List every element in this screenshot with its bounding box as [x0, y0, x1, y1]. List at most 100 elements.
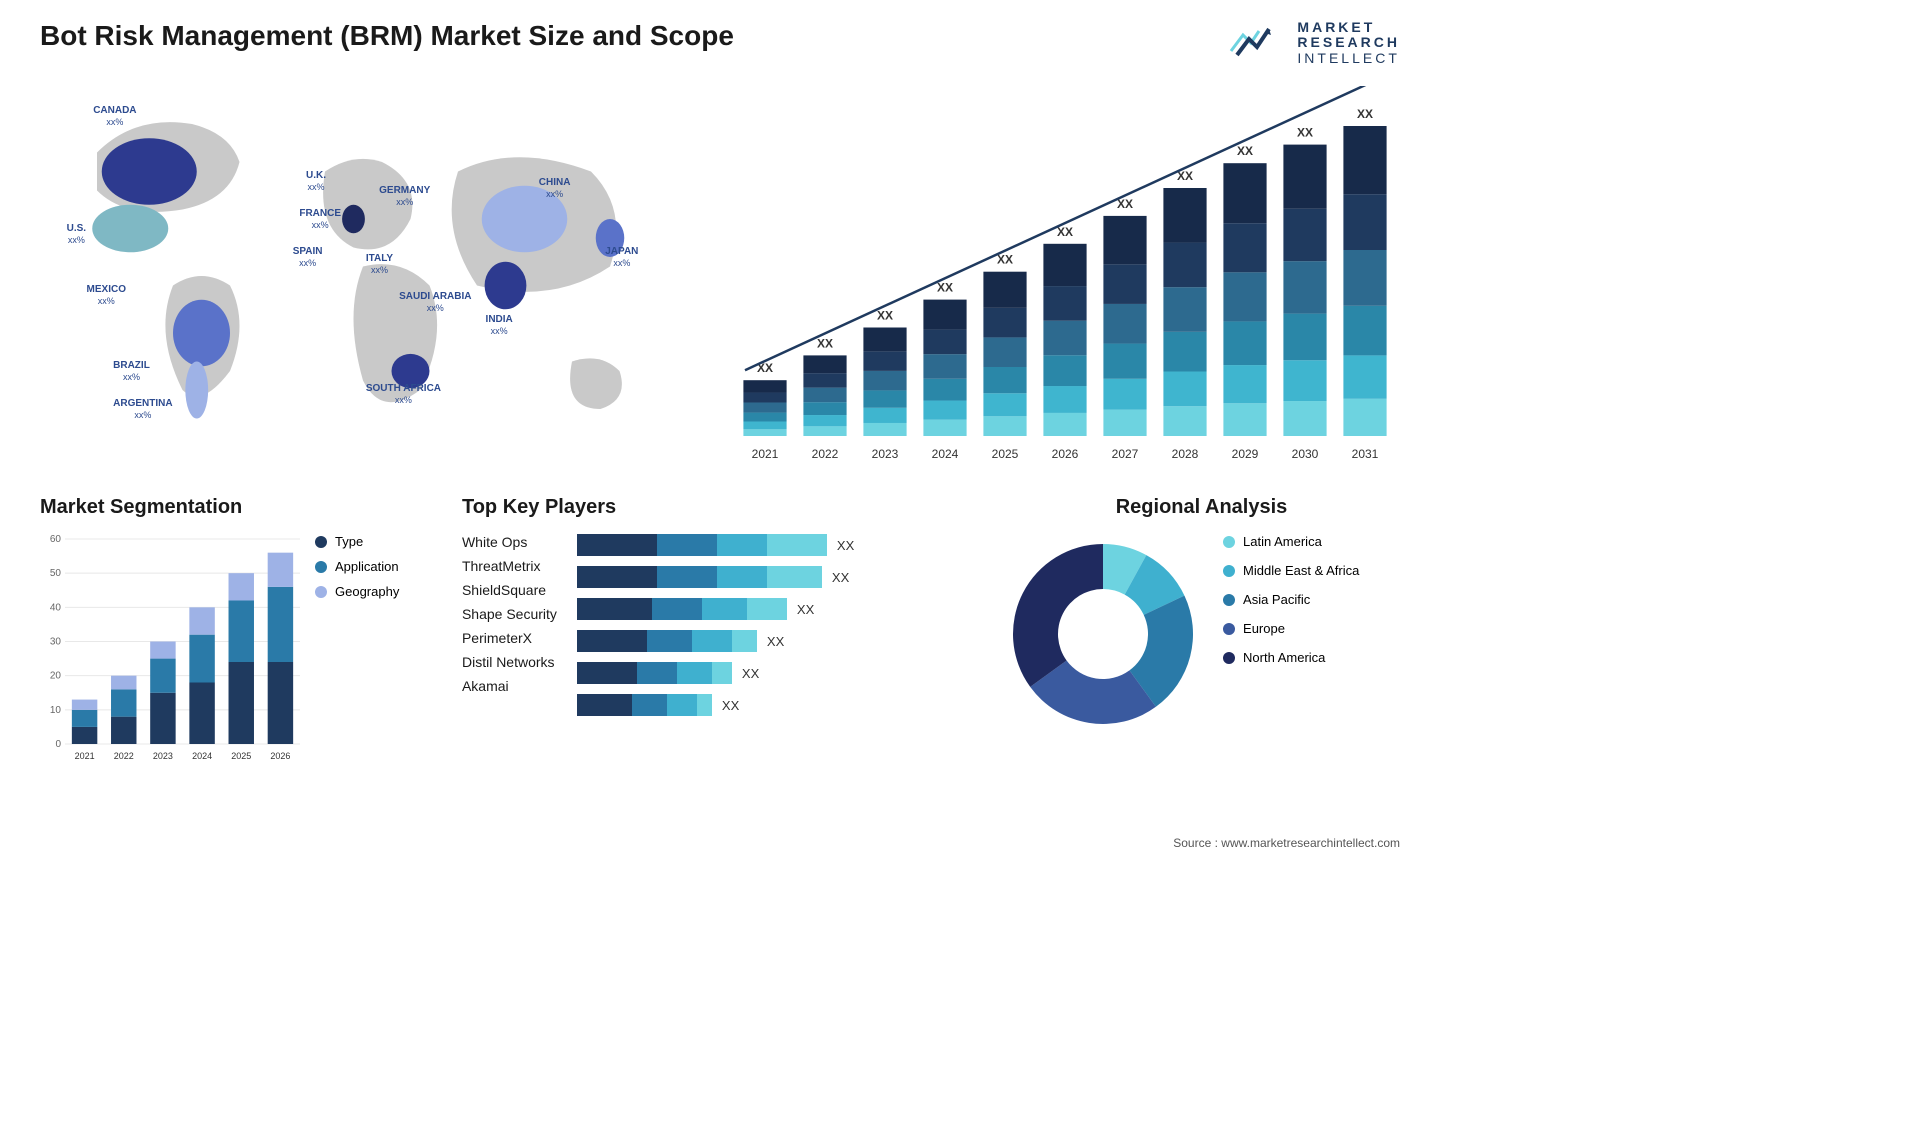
- segmentation-section: Market Segmentation 01020304050602021202…: [40, 496, 437, 764]
- growth-year-label: 2027: [1112, 447, 1139, 461]
- svg-text:40: 40: [50, 603, 62, 614]
- regional-donut: [1003, 534, 1203, 734]
- player-bar-seg: [577, 566, 657, 588]
- growth-bar-seg: [983, 272, 1026, 308]
- page-title: Bot Risk Management (BRM) Market Size an…: [40, 20, 734, 52]
- growth-bar-seg: [1223, 223, 1266, 272]
- svg-text:2025: 2025: [231, 751, 251, 761]
- growth-bar-seg: [1163, 188, 1206, 243]
- regional-title: Regional Analysis: [1003, 496, 1400, 519]
- seg-bar-seg: [111, 717, 136, 744]
- growth-bar-seg: [803, 356, 846, 374]
- player-name: ShieldSquare: [462, 582, 557, 598]
- growth-bar-label: XX: [877, 309, 893, 323]
- map-label-u-s-: U.S.xx%: [67, 223, 86, 247]
- player-bar-seg: [577, 534, 657, 556]
- player-bar-value: XX: [722, 698, 739, 713]
- growth-bar-seg: [1343, 194, 1386, 250]
- growth-bar-seg: [1283, 401, 1326, 436]
- growth-year-label: 2023: [872, 447, 899, 461]
- logo-line1: MARKET: [1297, 20, 1400, 35]
- svg-text:2022: 2022: [114, 751, 134, 761]
- player-bar-seg: [697, 694, 712, 716]
- growth-bar-label: XX: [1237, 144, 1253, 158]
- growth-bar-seg: [1043, 355, 1086, 386]
- seg-bar-seg: [150, 642, 175, 659]
- growth-bar-seg: [1223, 403, 1266, 436]
- regional-legend: Latin AmericaMiddle East & AfricaAsia Pa…: [1223, 534, 1359, 665]
- svg-text:2024: 2024: [192, 751, 212, 761]
- regional-legend-item: Middle East & Africa: [1223, 563, 1359, 578]
- seg-bar-seg: [189, 608, 214, 635]
- source-attribution: Source : www.marketresearchintellect.com: [1173, 836, 1400, 850]
- growth-bar-seg: [923, 379, 966, 401]
- growth-bar-seg: [923, 300, 966, 330]
- seg-bar-seg: [150, 659, 175, 693]
- growth-bar-seg: [743, 403, 786, 413]
- growth-bar-seg: [1223, 322, 1266, 366]
- growth-bar-label: XX: [937, 281, 953, 295]
- player-bar-seg: [692, 630, 732, 652]
- seg-legend-item: Geography: [315, 584, 399, 599]
- map-label-china: CHINAxx%: [539, 177, 571, 201]
- growth-bar-seg: [1223, 365, 1266, 403]
- growth-bar-seg: [1283, 314, 1326, 361]
- player-bar-seg: [767, 534, 827, 556]
- player-bar-seg: [712, 662, 732, 684]
- player-bar-seg: [577, 598, 652, 620]
- growth-bar-seg: [1103, 344, 1146, 379]
- seg-bar-seg: [268, 662, 293, 744]
- player-name: Distil Networks: [462, 654, 557, 670]
- seg-bar-seg: [111, 690, 136, 717]
- player-bar-row: XX: [577, 534, 854, 556]
- svg-text:60: 60: [50, 534, 62, 545]
- player-bar-seg: [647, 630, 692, 652]
- player-bar-seg: [702, 598, 747, 620]
- map-label-spain: SPAINxx%: [293, 246, 323, 270]
- map-label-mexico: MEXICOxx%: [87, 284, 126, 308]
- seg-bar-seg: [72, 727, 97, 744]
- player-name: PerimeterX: [462, 630, 557, 646]
- growth-bar-label: XX: [1297, 126, 1313, 140]
- growth-year-label: 2025: [992, 447, 1019, 461]
- player-bar-seg: [652, 598, 702, 620]
- segmentation-chart: 0102030405060202120222023202420252026: [40, 534, 300, 764]
- player-bar-seg: [717, 566, 767, 588]
- growth-bar-seg: [1103, 410, 1146, 436]
- seg-bar-seg: [229, 573, 254, 600]
- growth-bar-label: XX: [1357, 107, 1373, 121]
- growth-year-label: 2026: [1052, 447, 1079, 461]
- regional-legend-item: Asia Pacific: [1223, 592, 1359, 607]
- growth-bar-seg: [923, 401, 966, 420]
- growth-bar-seg: [803, 402, 846, 415]
- player-name: Shape Security: [462, 606, 557, 622]
- growth-bar-seg: [1103, 304, 1146, 344]
- world-map: CANADAxx%U.S.xx%MEXICOxx%BRAZILxx%ARGENT…: [40, 86, 705, 466]
- svg-text:2026: 2026: [270, 751, 290, 761]
- player-bar-seg: [677, 662, 712, 684]
- growth-bar-seg: [1163, 332, 1206, 372]
- player-bar-row: XX: [577, 598, 854, 620]
- player-bar-seg: [767, 566, 822, 588]
- player-bar-row: XX: [577, 662, 854, 684]
- growth-bar-seg: [1343, 399, 1386, 436]
- svg-text:50: 50: [50, 568, 62, 579]
- growth-bar-seg: [1043, 413, 1086, 436]
- growth-bar-seg: [803, 373, 846, 388]
- player-bar-seg: [577, 662, 637, 684]
- svg-text:30: 30: [50, 637, 62, 648]
- growth-bar-seg: [743, 380, 786, 392]
- map-label-argentina: ARGENTINAxx%: [113, 398, 172, 422]
- map-label-south-africa: SOUTH AFRICAxx%: [366, 383, 441, 407]
- player-bar-seg: [747, 598, 787, 620]
- player-bar-seg: [657, 566, 717, 588]
- regional-legend-item: North America: [1223, 650, 1359, 665]
- growth-bar-seg: [1043, 286, 1086, 321]
- player-bar-seg: [657, 534, 717, 556]
- growth-bar-seg: [863, 391, 906, 408]
- seg-bar-seg: [72, 710, 97, 727]
- regional-legend-item: Europe: [1223, 621, 1359, 636]
- seg-bar-seg: [229, 601, 254, 663]
- seg-bar-seg: [111, 676, 136, 690]
- growth-bar-seg: [983, 338, 1026, 368]
